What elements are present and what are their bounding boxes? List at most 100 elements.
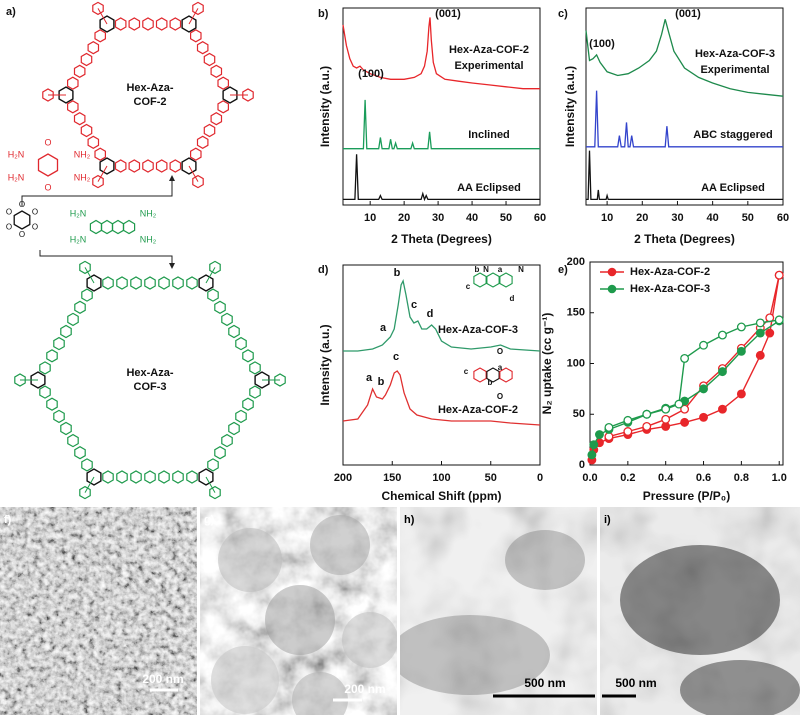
isotherm-point [589, 440, 599, 450]
annotation: c [393, 351, 399, 363]
isotherm-point [718, 404, 727, 414]
ring [87, 135, 100, 149]
inset-ring [499, 272, 513, 288]
ring [172, 470, 184, 484]
plot-frame [342, 7, 541, 206]
x-tick-label: 20 [636, 212, 648, 224]
ring [42, 88, 54, 102]
structure-label: Hex-Aza- [126, 367, 173, 379]
ring [39, 361, 51, 375]
bond [188, 165, 199, 182]
x-tick-label: 0 [537, 472, 543, 484]
ring [92, 1, 104, 16]
y-axis-label: Intensity (a.u.) [563, 66, 577, 147]
atom-label: NH₂ [74, 172, 91, 182]
inset-label: c [466, 282, 471, 291]
ring [130, 470, 142, 484]
ring [203, 123, 216, 138]
legend-marker [607, 267, 617, 277]
annotation: c [411, 299, 417, 311]
node-ring [198, 468, 214, 486]
isotherm-point [642, 409, 652, 419]
ring [158, 276, 170, 290]
monomer [13, 210, 31, 230]
inset-ring [473, 367, 487, 383]
x-tick-label: 40 [707, 212, 719, 224]
annotation: b [394, 267, 401, 279]
ring [87, 41, 100, 55]
tem-h [400, 507, 597, 715]
ring [207, 288, 219, 302]
node-ring [181, 157, 197, 175]
inset-label: N [483, 265, 489, 274]
x-tick-label: 20 [398, 212, 410, 224]
ring [155, 159, 168, 173]
ring [102, 276, 114, 290]
ring [73, 64, 86, 78]
inset-label: N [518, 265, 524, 274]
ring [209, 260, 221, 275]
panel-label: i) [604, 514, 611, 526]
trace [586, 150, 783, 201]
ring [274, 373, 286, 387]
inset-ring [473, 272, 487, 288]
x-tick-label: 0.4 [658, 472, 674, 484]
scale-bar-label: 200 nm [142, 672, 183, 686]
trace-label: Hex-Aza-COF-2 [438, 404, 518, 416]
isotherm-point [680, 353, 690, 363]
isotherm-point [587, 450, 597, 460]
legend-label: Hex-Aza-COF-2 [630, 266, 710, 278]
ring [228, 324, 240, 339]
ring [186, 470, 198, 484]
isotherm-point [623, 427, 633, 436]
atom-label: O [32, 208, 38, 217]
x-axis-label: Chemical Shift (ppm) [381, 489, 501, 503]
ring [53, 336, 65, 351]
node-ring [86, 274, 102, 292]
inset-ring [499, 367, 513, 383]
bond [97, 8, 108, 25]
node-ring [86, 468, 102, 486]
inset-label: a [498, 363, 503, 372]
ring [196, 135, 209, 149]
panel-label: b) [318, 8, 329, 20]
isotherm-point [604, 422, 614, 432]
ring [116, 470, 128, 484]
isotherm-point [755, 350, 765, 360]
trace [343, 154, 540, 202]
annotation: a [380, 322, 387, 334]
x-tick-label: 30 [432, 212, 444, 224]
trace-label: AA Eclipsed [457, 182, 521, 194]
y-tick-label: 150 [567, 307, 585, 319]
isotherm-line [608, 275, 780, 438]
isotherm-point [661, 414, 671, 424]
ring [60, 324, 72, 339]
ring [214, 300, 226, 314]
ring [242, 397, 254, 411]
atom-label: O [19, 230, 25, 239]
node-ring [99, 15, 115, 33]
sem-f [0, 507, 197, 715]
x-tick-label: 0.8 [734, 472, 749, 484]
x-tick-label: 0.6 [696, 472, 711, 484]
trace-label: Hex-Aza-COF-2 [449, 44, 529, 56]
ring [196, 41, 209, 55]
monomer [122, 219, 136, 235]
node-ring [99, 157, 115, 175]
ring [128, 17, 141, 31]
bond [205, 476, 216, 493]
ring [190, 147, 202, 161]
ring [144, 276, 156, 290]
node-ring [30, 371, 46, 389]
ring [142, 159, 154, 173]
inset-label: O [497, 392, 503, 401]
ring [130, 276, 142, 290]
ring [210, 64, 223, 78]
ring [207, 458, 219, 472]
ring [74, 300, 86, 314]
y-tick-label: 200 [567, 256, 585, 268]
trace-label: Inclined [468, 129, 510, 141]
ring [172, 276, 184, 290]
arrow [39, 250, 175, 269]
isotherm-point [774, 315, 784, 325]
